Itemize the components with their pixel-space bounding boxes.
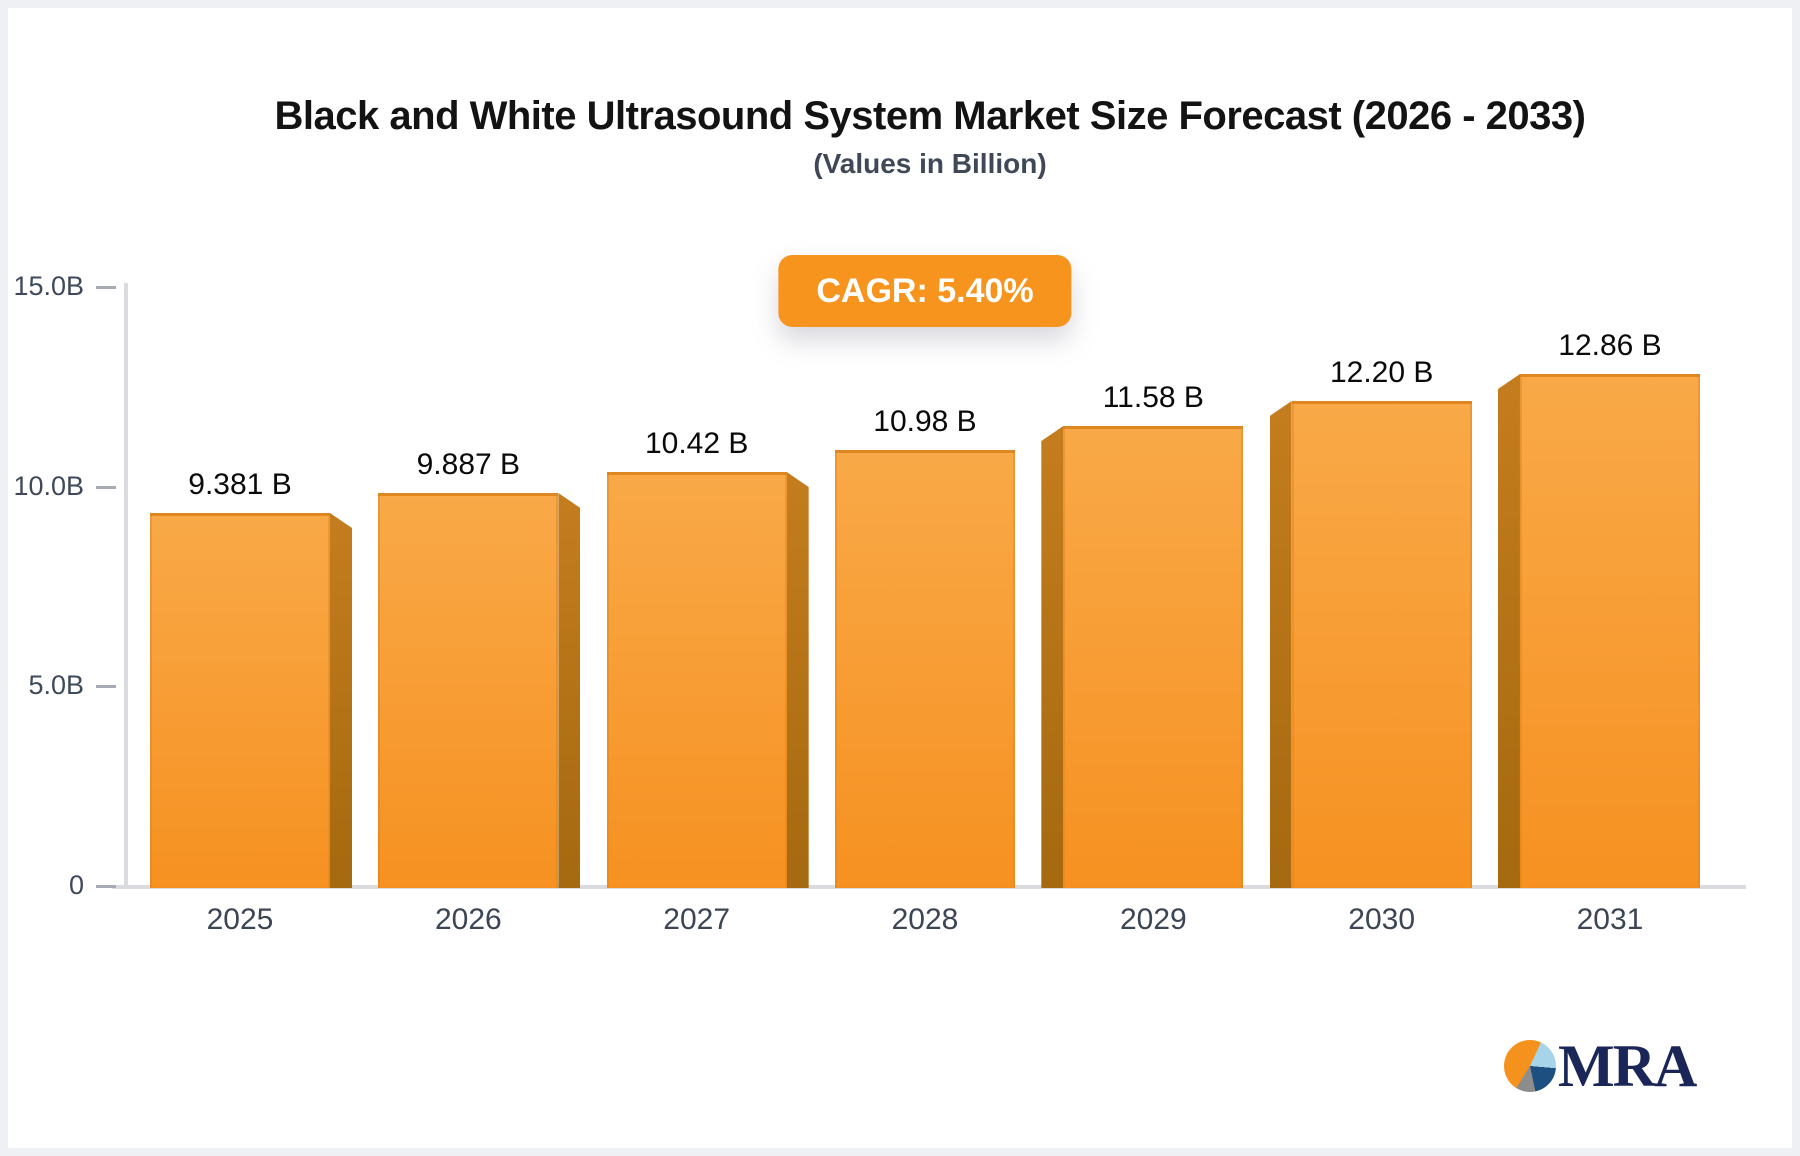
y-tick-label-5.0B: 5.0B (28, 670, 84, 701)
bar-value-label-2029: 11.58 B (1102, 381, 1204, 414)
bar-value-label-2027: 10.42 B (644, 427, 749, 460)
bar-side-2029 (1041, 426, 1064, 888)
bar-2031 (1519, 374, 1700, 888)
cagr-badge: CAGR: 5.40% (778, 255, 1072, 327)
bar-2025 (150, 513, 330, 888)
chart-subtitle: (Values in Billion) (813, 148, 1047, 179)
pie-chart-logo-icon (1504, 1040, 1556, 1092)
y-tick-label-0: 0 (68, 870, 84, 900)
x-axis-label-2026: 2026 (434, 903, 502, 936)
x-axis-label-2030: 2030 (1348, 903, 1416, 936)
y-tick-mark (96, 485, 116, 489)
bar-2030 (1291, 401, 1472, 888)
y-tick-mark (96, 685, 116, 689)
bar-2027 (606, 472, 787, 888)
y-tick-mark (96, 286, 116, 289)
bar-side-2026 (558, 493, 581, 888)
bar-2029 (1063, 426, 1244, 888)
y-tick-mark (96, 885, 116, 888)
y-axis-line (124, 283, 128, 888)
bar-value-label-2026: 9.887 B (416, 448, 521, 481)
x-axis-label-2028: 2028 (891, 903, 959, 936)
y-tick-label-10.0B: 10.0B (13, 470, 84, 501)
x-axis-label-2025: 2025 (206, 903, 274, 936)
bar-side-2025 (330, 513, 352, 888)
bar-value-label-2031: 12.86 B (1558, 329, 1662, 362)
bar-side-2030 (1269, 401, 1292, 888)
bar-2028 (834, 450, 1015, 888)
bar-2026 (378, 493, 559, 888)
mra-logo: MRA (1504, 1033, 1697, 1099)
y-tick-label-15.0B: 15.0B (13, 271, 84, 301)
chart-title: Black and White Ultrasound System Market… (274, 94, 1586, 138)
x-axis-label-2029: 2029 (1119, 903, 1187, 936)
x-axis-label-2027: 2027 (663, 903, 731, 936)
bar-value-label-2030: 12.20 B (1329, 356, 1434, 389)
bar-value-label-2028: 10.98 B (873, 405, 977, 438)
bar-side-2027 (786, 472, 809, 888)
x-axis-label-2031: 2031 (1576, 903, 1644, 936)
bar-value-label-2025: 9.381 B (188, 468, 292, 501)
bar-side-2031 (1497, 374, 1520, 888)
logo-text: MRA (1558, 1033, 1697, 1099)
